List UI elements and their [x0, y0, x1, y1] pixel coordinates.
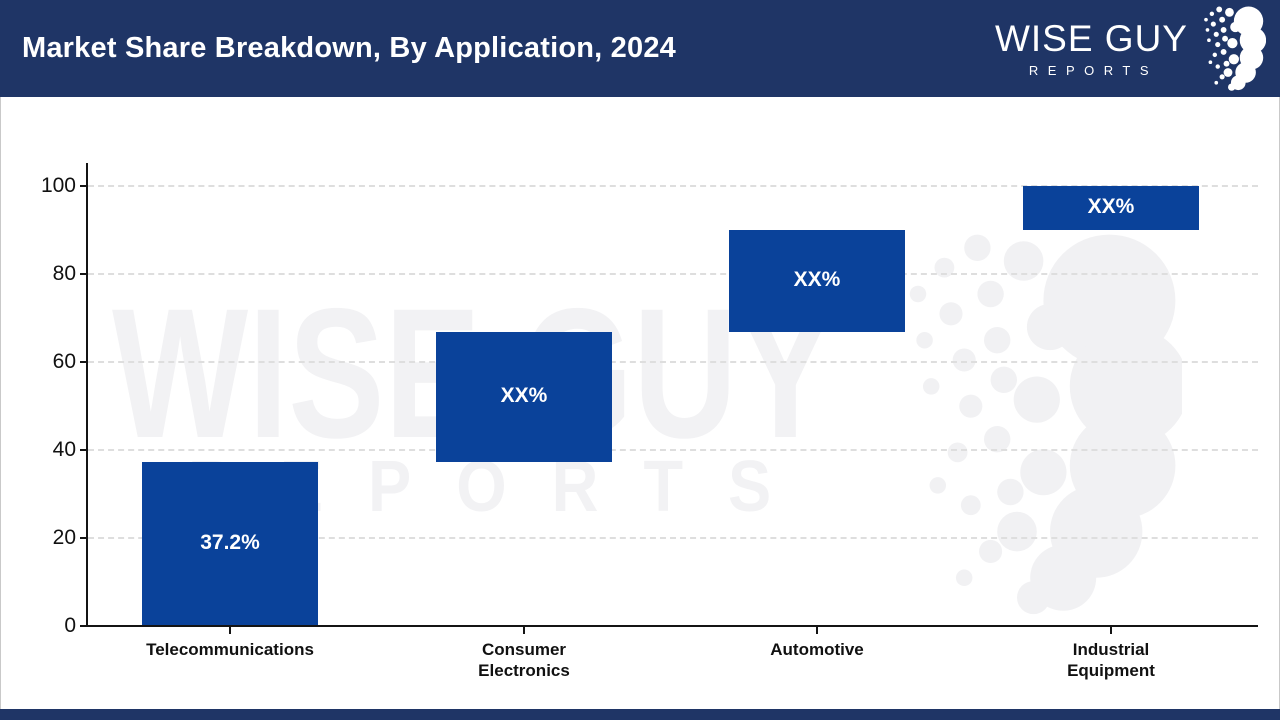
bar-value-label: XX%	[1087, 194, 1135, 218]
bar-2	[436, 331, 612, 463]
y-axis-line	[86, 163, 88, 627]
y-axis-tick-label: 60	[52, 350, 76, 373]
brand-logo: WISE GUY REPORTS	[995, 5, 1266, 93]
y-axis-tick	[80, 537, 88, 539]
x-axis-line	[86, 625, 1258, 627]
x-axis-category-label: Telecommunications	[146, 640, 314, 659]
x-axis-tick	[523, 627, 525, 634]
bar-value-label: 37.2%	[200, 531, 260, 555]
y-gridline-80	[88, 273, 1258, 275]
x-axis-tick	[229, 627, 231, 634]
y-gridline-20	[88, 537, 1258, 539]
x-axis-tick	[816, 627, 818, 634]
bar-value-label: XX%	[500, 383, 548, 407]
logo-text: WISE GUY REPORTS	[995, 20, 1188, 77]
x-axis-category-label: Consumer Electronics	[478, 640, 570, 681]
header-bar: Market Share Breakdown, By Application, …	[0, 0, 1280, 97]
y-gridline-60	[88, 361, 1258, 363]
y-axis-tick	[80, 625, 88, 627]
bar-4	[1023, 186, 1199, 230]
y-axis-tick	[80, 185, 88, 187]
x-axis-tick	[1110, 627, 1112, 634]
head-dots-icon	[1204, 5, 1266, 91]
y-axis-tick-label: 0	[64, 614, 76, 637]
page-title: Market Share Breakdown, By Application, …	[22, 32, 676, 64]
y-axis-tick	[80, 361, 88, 363]
y-axis-tick-label: 40	[52, 438, 76, 461]
x-axis-category-label: Industrial Equipment	[1067, 640, 1155, 681]
bar-value-label: XX%	[793, 267, 841, 291]
bar-1	[142, 462, 318, 626]
y-axis-tick-label: 20	[52, 526, 76, 549]
footer-bar	[0, 709, 1280, 720]
logo-main-text: WISE GUY	[994, 18, 1188, 59]
y-axis-tick	[80, 449, 88, 451]
y-axis-tick-label: 80	[52, 262, 76, 285]
x-axis-category-label: Automotive	[770, 640, 864, 659]
bar-3	[729, 229, 905, 332]
y-gridline-40	[88, 449, 1258, 451]
y-gridline-100	[88, 185, 1258, 187]
y-axis-tick-label: 100	[40, 174, 76, 197]
logo-sub-text: REPORTS	[1028, 63, 1159, 78]
y-axis-tick	[80, 273, 88, 275]
